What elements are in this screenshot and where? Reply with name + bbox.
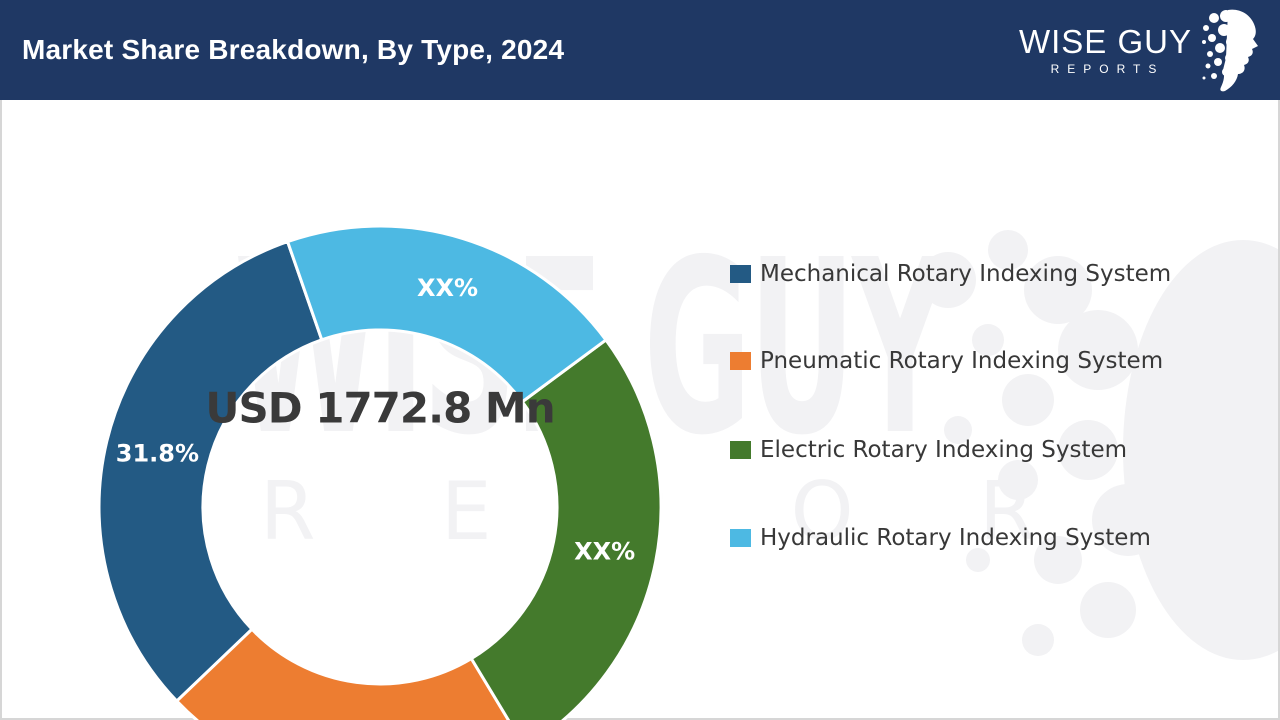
legend-label: Pneumatic Rotary Indexing System <box>760 348 1164 374</box>
pie-segment-4[interactable] <box>286 224 608 404</box>
legend: Mechanical Rotary Indexing System Pneuma… <box>730 100 1250 720</box>
chart-area: WISE GUY R E P O R T S 31.8%XX%XX%XX%USD… <box>0 100 1280 720</box>
legend-swatch <box>730 265 751 283</box>
center-value: USD 1772.8 Mn <box>205 384 554 433</box>
logo-face-icon <box>1202 9 1258 92</box>
logo-wordmark-block: WISE GUY REPORTS <box>1019 25 1192 76</box>
legend-swatch <box>730 352 751 370</box>
page-title: Market Share Breakdown, By Type, 2024 <box>22 34 565 65</box>
legend-item-electric[interactable]: Electric Rotary Indexing System <box>730 435 1127 465</box>
header-bar: Market Share Breakdown, By Type, 2024 WI… <box>0 0 1280 100</box>
slice-label: XX% <box>417 274 478 302</box>
legend-swatch <box>730 529 751 547</box>
pie-segment-2[interactable] <box>175 627 525 720</box>
legend-item-mechanical[interactable]: Mechanical Rotary Indexing System <box>730 259 1171 289</box>
legend-item-hydraulic[interactable]: Hydraulic Rotary Indexing System <box>730 523 1151 553</box>
pie-segment-1[interactable] <box>97 240 324 703</box>
legend-label: Hydraulic Rotary Indexing System <box>760 525 1151 551</box>
legend-label: Mechanical Rotary Indexing System <box>760 261 1172 287</box>
legend-item-pneumatic[interactable]: Pneumatic Rotary Indexing System <box>730 346 1163 376</box>
slice-label: XX% <box>574 538 635 566</box>
pie-segment-3[interactable] <box>469 338 663 720</box>
legend-label: Electric Rotary Indexing System <box>760 437 1128 463</box>
wise-guy-logo: WISE GUY REPORTS <box>1019 8 1260 92</box>
logo-subtext: REPORTS <box>1050 61 1165 76</box>
slice-label: 31.8% <box>116 439 199 467</box>
logo-wordmark: WISE GUY <box>1018 22 1192 60</box>
legend-swatch <box>730 441 751 459</box>
